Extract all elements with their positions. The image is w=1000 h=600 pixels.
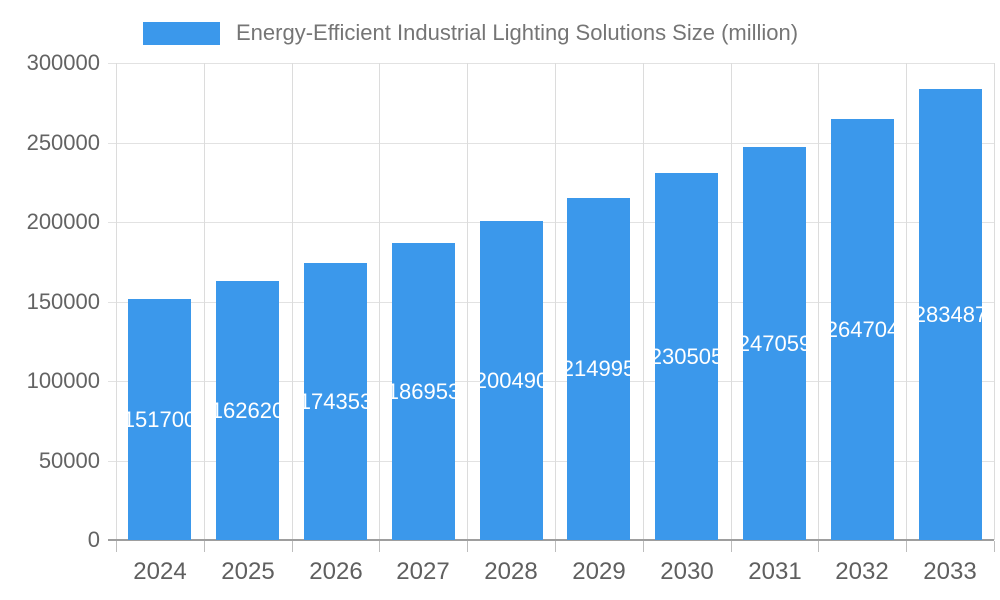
x-axis-tick-label: 2028 bbox=[484, 558, 538, 585]
bar-value-label: 230505 bbox=[655, 343, 718, 369]
legend[interactable]: Energy-Efficient Industrial Lighting Sol… bbox=[143, 20, 798, 46]
bar-2024[interactable]: 151700 bbox=[128, 299, 191, 540]
bar-value-label: 247059 bbox=[743, 330, 806, 356]
x-gridline bbox=[731, 63, 732, 540]
bar-value-label: 174353 bbox=[304, 388, 367, 414]
bar-2031[interactable]: 247059 bbox=[743, 147, 806, 540]
y-axis-tick-label: 0 bbox=[87, 527, 100, 552]
x-axis-tick bbox=[116, 541, 117, 552]
y-gridline bbox=[108, 302, 994, 303]
y-gridline bbox=[108, 461, 994, 462]
legend-swatch bbox=[143, 21, 220, 45]
y-axis-tick-label: 250000 bbox=[26, 130, 100, 155]
bar-value-label: 162620 bbox=[216, 397, 279, 423]
x-axis-tick bbox=[555, 541, 556, 552]
x-axis-line bbox=[108, 539, 994, 541]
y-gridline bbox=[108, 143, 994, 144]
x-axis-tick-label: 2031 bbox=[748, 558, 802, 585]
x-gridline bbox=[643, 63, 644, 540]
y-axis-tick-label: 150000 bbox=[26, 289, 100, 314]
x-axis-tick bbox=[467, 541, 468, 552]
bar-value-label: 264704 bbox=[831, 316, 894, 342]
x-axis-tick-label: 2029 bbox=[572, 558, 626, 585]
x-gridline bbox=[204, 63, 205, 540]
bar-value-label: 283487 bbox=[919, 301, 982, 327]
bar-value-label: 200490 bbox=[480, 367, 543, 393]
x-axis-tick bbox=[906, 541, 907, 552]
y-gridline bbox=[108, 381, 994, 382]
chart-title: Energy-Efficient Industrial Lighting Sol… bbox=[236, 20, 799, 45]
x-axis-tick bbox=[379, 541, 380, 552]
bar-2032[interactable]: 264704 bbox=[831, 119, 894, 540]
x-axis-tick-label: 2025 bbox=[221, 558, 275, 585]
x-gridline bbox=[292, 63, 293, 540]
bar-2025[interactable]: 162620 bbox=[216, 281, 279, 540]
x-axis-tick bbox=[643, 541, 644, 552]
y-axis-tick-label: 200000 bbox=[26, 209, 100, 234]
x-gridline bbox=[555, 63, 556, 540]
bar-value-label: 151700 bbox=[128, 406, 191, 432]
x-axis-tick bbox=[731, 541, 732, 552]
y-gridline bbox=[108, 222, 994, 223]
y-axis-tick-label: 300000 bbox=[26, 50, 100, 75]
bar-2026[interactable]: 174353 bbox=[304, 263, 367, 540]
x-axis-tick-label: 2024 bbox=[133, 558, 187, 585]
x-axis-tick-label: 2033 bbox=[923, 558, 977, 585]
x-gridline bbox=[906, 63, 907, 540]
x-axis-tick bbox=[204, 541, 205, 552]
x-gridline bbox=[994, 63, 995, 540]
x-gridline bbox=[467, 63, 468, 540]
x-axis-tick-label: 2030 bbox=[660, 558, 714, 585]
x-axis-tick bbox=[292, 541, 293, 552]
bar-2033[interactable]: 283487 bbox=[919, 89, 982, 540]
x-gridline bbox=[818, 63, 819, 540]
x-gridline bbox=[116, 63, 117, 540]
bar-2030[interactable]: 230505 bbox=[655, 173, 718, 540]
y-axis-tick-label: 50000 bbox=[38, 448, 100, 473]
x-axis-tick-label: 2027 bbox=[396, 558, 450, 585]
y-axis-tick-label: 100000 bbox=[26, 368, 100, 393]
bar-value-label: 186953 bbox=[392, 378, 455, 404]
bar-2027[interactable]: 186953 bbox=[392, 243, 455, 540]
bar-2029[interactable]: 214995 bbox=[567, 198, 630, 540]
bar-2028[interactable]: 200490 bbox=[480, 221, 543, 540]
x-gridline bbox=[379, 63, 380, 540]
x-axis-tick-label: 2026 bbox=[309, 558, 363, 585]
y-gridline bbox=[108, 63, 994, 64]
x-axis-tick-label: 2032 bbox=[835, 558, 889, 585]
x-axis-tick bbox=[818, 541, 819, 552]
bar-value-label: 214995 bbox=[567, 356, 630, 381]
x-axis-tick bbox=[994, 541, 995, 552]
